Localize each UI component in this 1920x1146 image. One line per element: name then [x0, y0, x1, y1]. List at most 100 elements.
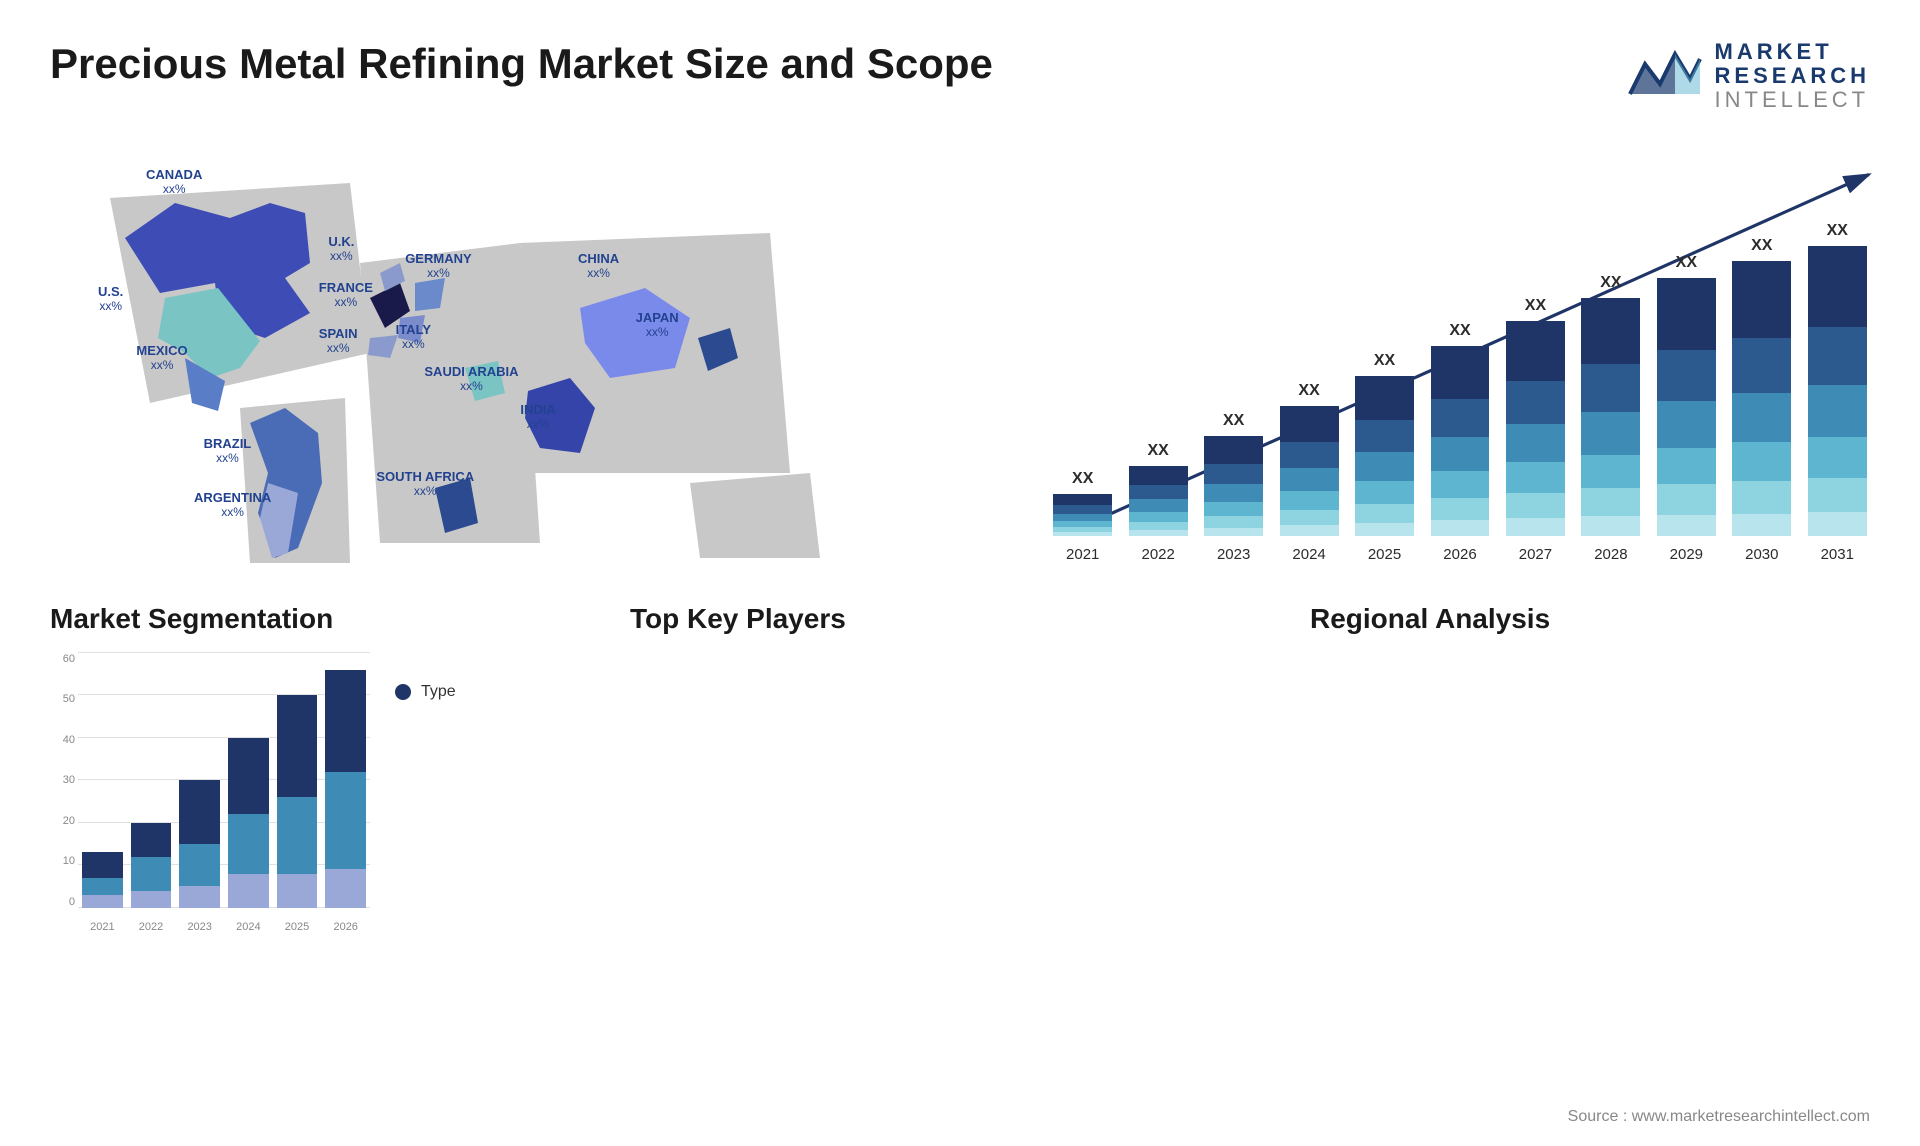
growth-segment [1204, 464, 1263, 484]
map-label: CANADAxx% [146, 168, 202, 197]
growth-segment [1355, 481, 1414, 503]
growth-column: XX2031 [1805, 222, 1870, 563]
seg-column [228, 738, 269, 908]
growth-segment [1204, 502, 1263, 516]
map-label: JAPANxx% [636, 311, 679, 340]
page-title: Precious Metal Refining Market Size and … [50, 40, 993, 88]
growth-segment [1280, 510, 1339, 526]
growth-segment [1053, 532, 1112, 535]
seg-xtick: 2024 [228, 921, 269, 933]
growth-segment [1808, 385, 1867, 437]
legend-item: Type [395, 683, 456, 701]
growth-segment [1129, 485, 1188, 499]
segmentation-title: Market Segmentation [50, 603, 590, 635]
map-label: GERMANYxx% [405, 252, 471, 281]
seg-xtick: 2025 [277, 921, 318, 933]
growth-segment [1506, 493, 1565, 519]
growth-column: XX2029 [1654, 254, 1719, 563]
growth-segment [1204, 528, 1263, 536]
growth-column: XX2024 [1276, 382, 1341, 563]
map-label: FRANCExx% [319, 281, 373, 310]
growth-segment [1280, 491, 1339, 509]
growth-value-label: XX [1148, 442, 1169, 460]
seg-ytick: 20 [50, 815, 75, 827]
map-label: U.S.xx% [98, 285, 123, 314]
growth-column: XX 2022 [1125, 442, 1190, 563]
segmentation-panel: Market Segmentation 6050403020100 202120… [50, 603, 590, 933]
growth-year-label: 2021 [1066, 546, 1099, 563]
growth-segment [1581, 516, 1640, 535]
growth-segment [1431, 437, 1490, 471]
map-label: MEXICOxx% [136, 344, 187, 373]
growth-segment [1431, 346, 1490, 399]
seg-bar-segment [325, 772, 366, 870]
growth-segment [1280, 525, 1339, 535]
logo-line3: INTELLECT [1715, 88, 1870, 112]
growth-segment [1732, 442, 1791, 481]
seg-xtick: 2023 [179, 921, 220, 933]
world-map-chart: CANADAxx%U.S.xx%MEXICOxx%BRAZILxx%ARGENT… [50, 143, 1010, 563]
seg-column [277, 695, 318, 908]
growth-segment [1355, 523, 1414, 536]
growth-segment [1657, 350, 1716, 402]
seg-ytick: 10 [50, 855, 75, 867]
growth-segment [1431, 520, 1490, 535]
growth-bar [1732, 261, 1791, 536]
growth-value-label: XX [1374, 352, 1395, 370]
seg-bar-segment [277, 797, 318, 874]
seg-bar-segment [228, 874, 269, 908]
growth-bar [1129, 466, 1188, 536]
growth-segment [1431, 471, 1490, 498]
growth-segment [1431, 399, 1490, 437]
seg-ytick: 40 [50, 734, 75, 746]
growth-bar-chart: XX2021XX2022XX2023XX2024XX2025XX2026XX20… [1050, 143, 1870, 563]
regional-title: Regional Analysis [1310, 603, 1870, 635]
growth-segment [1732, 481, 1791, 514]
seg-column [131, 823, 172, 908]
growth-column: XX2030 [1729, 237, 1794, 563]
map-label: ARGENTINAxx% [194, 491, 271, 520]
seg-ytick: 30 [50, 774, 75, 786]
growth-column: XX2023 [1201, 412, 1266, 563]
logo-line2: RESEARCH [1715, 64, 1870, 88]
growth-segment [1355, 504, 1414, 523]
growth-segment [1657, 448, 1716, 484]
seg-xtick: 2021 [82, 921, 123, 933]
growth-segment [1129, 466, 1188, 486]
seg-bar-segment [82, 895, 123, 908]
seg-column [82, 852, 123, 907]
growth-column: XX2028 [1578, 274, 1643, 563]
growth-year-label: 2022 [1141, 546, 1174, 563]
logo-line1: MARKET [1715, 40, 1870, 64]
seg-ytick: 0 [50, 896, 75, 908]
growth-segment [1129, 522, 1188, 530]
map-label: SOUTH AFRICAxx% [376, 470, 474, 499]
seg-ytick: 60 [50, 653, 75, 665]
growth-column: XX2021 [1050, 470, 1115, 563]
growth-bar [1280, 406, 1339, 536]
growth-segment [1506, 462, 1565, 492]
growth-segment [1732, 393, 1791, 443]
growth-bar [1053, 494, 1112, 536]
growth-year-label: 2023 [1217, 546, 1250, 563]
growth-bar [1657, 278, 1716, 536]
growth-segment [1355, 376, 1414, 421]
map-label: INDIAxx% [520, 403, 555, 432]
growth-segment [1808, 246, 1867, 327]
growth-segment [1581, 488, 1640, 517]
players-title: Top Key Players [630, 603, 1270, 635]
seg-bar-segment [228, 738, 269, 815]
growth-segment [1657, 278, 1716, 350]
growth-segment [1204, 484, 1263, 502]
seg-bar-segment [82, 878, 123, 895]
growth-year-label: 2024 [1292, 546, 1325, 563]
growth-value-label: XX [1751, 237, 1772, 255]
growth-year-label: 2027 [1519, 546, 1552, 563]
segmentation-chart: 6050403020100 202120222023202420252026 [50, 653, 370, 933]
growth-column: XX2026 [1427, 322, 1492, 563]
source-attribution: Source : www.marketresearchintellect.com [1568, 1108, 1870, 1126]
seg-bar-segment [325, 869, 366, 907]
growth-bar [1431, 346, 1490, 536]
growth-bar [1355, 376, 1414, 536]
growth-segment [1506, 424, 1565, 463]
